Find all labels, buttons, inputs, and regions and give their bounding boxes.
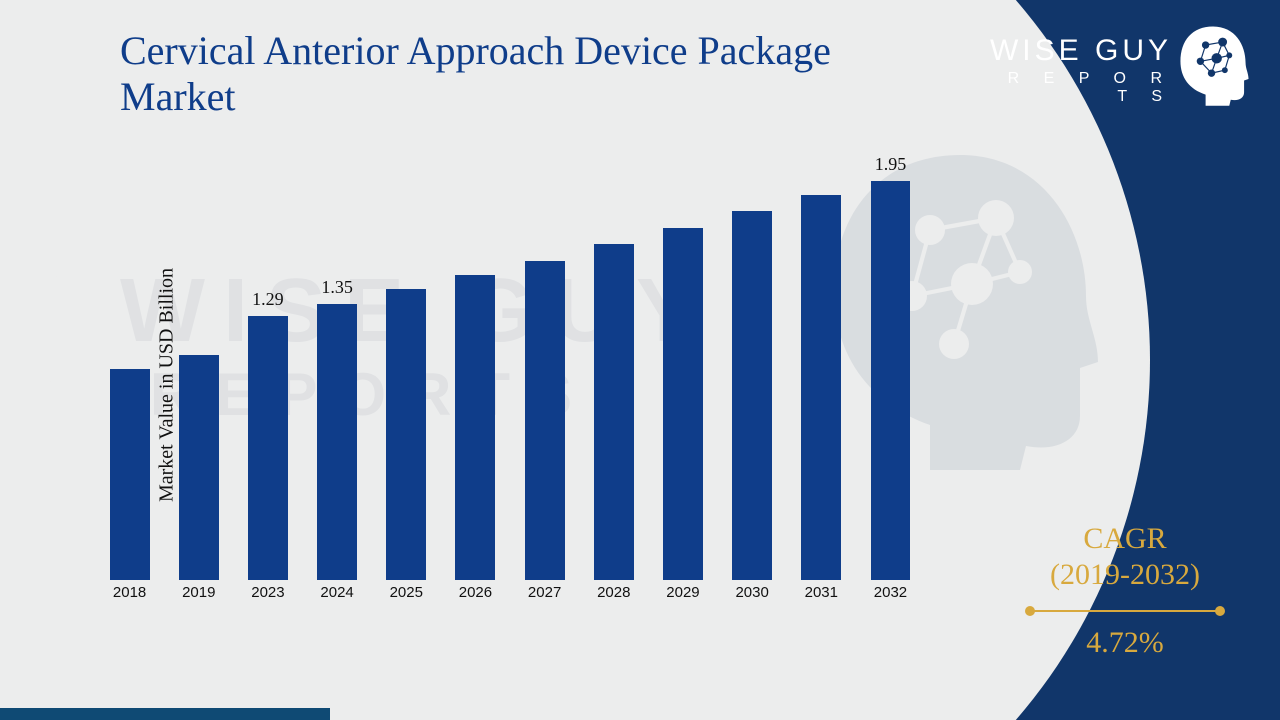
x-tick-label: 2029 [657, 584, 708, 614]
x-tick-label: 2027 [519, 584, 570, 614]
cagr-period: (2019-2032) [1010, 558, 1240, 592]
infographic-canvas: WISE GUY REPORTS Cervical Anterior Appro… [0, 0, 1280, 720]
bar-group [588, 150, 639, 580]
bar [801, 195, 841, 580]
bottom-accent-strip [0, 708, 330, 720]
bar [594, 244, 634, 580]
x-tick-label: 2018 [104, 584, 155, 614]
x-tick-label: 2025 [381, 584, 432, 614]
bar [386, 289, 426, 580]
bar-chart: Market Value in USD Billion 1.291.351.95… [60, 150, 920, 620]
cagr-label: CAGR [1010, 522, 1240, 556]
logo-head-icon [1176, 24, 1250, 106]
cagr-value: 4.72% [1010, 626, 1240, 660]
x-tick-label: 2024 [312, 584, 363, 614]
bar [732, 211, 772, 580]
bar-group: 1.95 [865, 150, 916, 580]
x-axis-labels: 2018 2019 2023 2024 2025 2026 2027 2028 2029 2030… [100, 584, 920, 614]
bar-group [104, 150, 155, 580]
bar [871, 181, 911, 580]
x-tick-label: 2031 [796, 584, 847, 614]
brand-logo: WISE GUY R E P O R T S [980, 30, 1250, 120]
chart-title: Cervical Anterior Approach Device Packag… [120, 28, 880, 120]
bar-group [519, 150, 570, 580]
bar-group [727, 150, 778, 580]
bar [663, 228, 703, 580]
x-tick-label: 2023 [242, 584, 293, 614]
x-tick-label: 2026 [450, 584, 501, 614]
bar-value-label: 1.95 [875, 154, 907, 175]
x-tick-label: 2032 [865, 584, 916, 614]
x-tick-label: 2030 [727, 584, 778, 614]
bar-value-label: 1.35 [321, 277, 353, 298]
bar-group: 1.35 [312, 150, 363, 580]
logo-line2: R E P O R T S [980, 70, 1172, 106]
x-tick-label: 2028 [588, 584, 639, 614]
x-tick-label: 2019 [173, 584, 224, 614]
logo-line1: WISE GUY [980, 34, 1172, 68]
bar-value-label: 1.29 [252, 289, 284, 310]
bar-group [381, 150, 432, 580]
bar [110, 369, 150, 580]
bar [525, 261, 565, 580]
bar [179, 355, 219, 580]
bar-group [450, 150, 501, 580]
plot-area: 1.29 1.35 1.95 [100, 150, 920, 580]
bar-group [796, 150, 847, 580]
bar-group: 1.29 [242, 150, 293, 580]
cagr-divider [1030, 610, 1220, 612]
bar-group [173, 150, 224, 580]
bar [317, 304, 357, 580]
bar-group [657, 150, 708, 580]
cagr-panel: CAGR (2019-2032) 4.72% [1010, 522, 1240, 660]
bar [455, 275, 495, 580]
bar [248, 316, 288, 580]
